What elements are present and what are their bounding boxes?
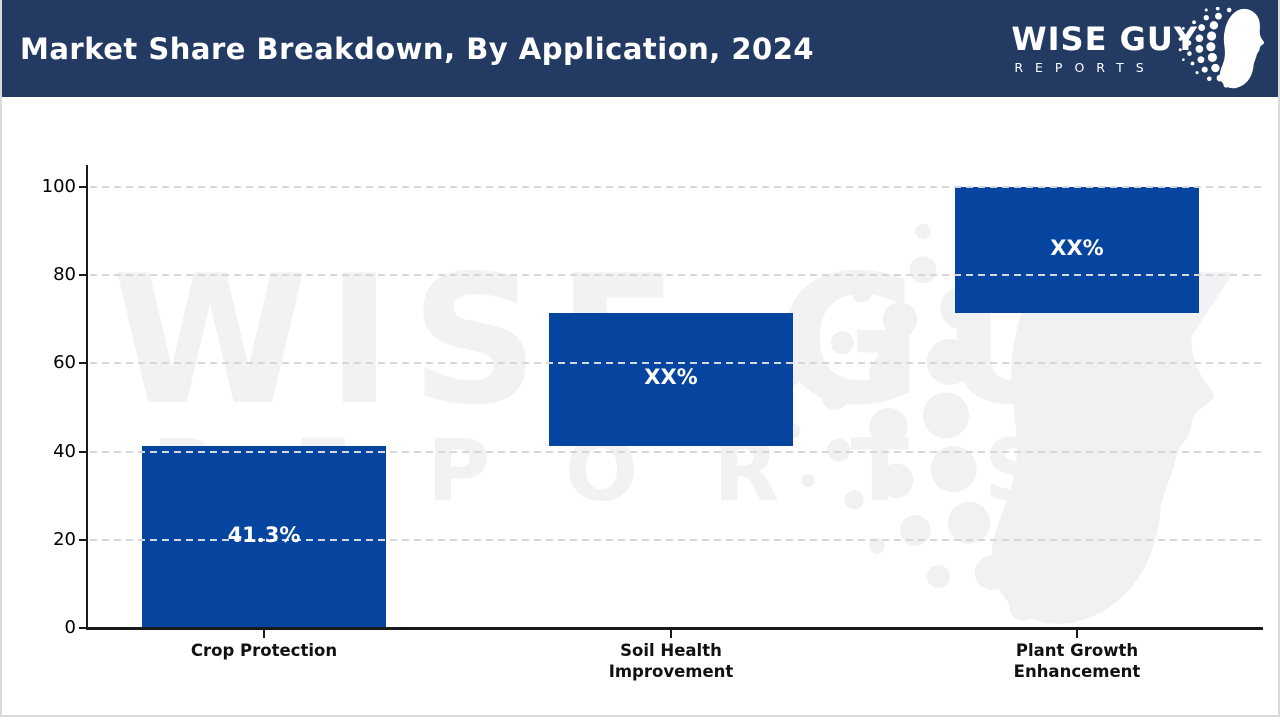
- y-tick: [79, 186, 87, 188]
- y-tick-label: 40: [53, 440, 76, 462]
- bar: [142, 445, 386, 628]
- x-tick: [263, 630, 265, 638]
- x-axis-label: Soil Health Improvement: [608, 641, 734, 681]
- logo-text: WISE GUY REPORTS: [1011, 23, 1198, 75]
- logo-wordmark: WISE GUY: [1011, 20, 1198, 58]
- page-title: Market Share Breakdown, By Application, …: [20, 31, 815, 66]
- y-tick-label: 60: [53, 352, 76, 374]
- y-tick-label: 0: [64, 617, 76, 638]
- bar: [955, 187, 1199, 313]
- gridline: [90, 186, 1263, 188]
- wiseguy-logo: WISE GUY REPORTS: [1011, 6, 1266, 92]
- y-tick-label: 20: [53, 528, 76, 550]
- x-tick: [1076, 630, 1078, 638]
- gridline: [90, 274, 1263, 277]
- logo-face-icon: [1174, 7, 1266, 91]
- gridline: [90, 450, 1263, 453]
- logo-subtitle: REPORTS: [1014, 60, 1156, 75]
- y-tick-label: 80: [53, 264, 76, 286]
- header: Market Share Breakdown, By Application, …: [0, 0, 1280, 97]
- x-axis-label: Crop Protection: [190, 641, 338, 660]
- gridline: [90, 362, 1263, 365]
- y-tick: [79, 538, 87, 541]
- bar-value-label: XX%: [1050, 235, 1104, 260]
- y-axis-spine: [86, 165, 88, 630]
- x-axis-label: Plant Growth Enhancement: [1013, 641, 1141, 681]
- bar: [549, 312, 793, 446]
- x-axis-line: [86, 627, 1263, 630]
- bar-value-label: XX%: [644, 365, 698, 390]
- y-tick-label: 100: [41, 176, 76, 197]
- x-tick: [670, 630, 672, 638]
- y-tick: [79, 627, 87, 629]
- gridline: [90, 538, 1263, 541]
- y-tick: [79, 274, 87, 277]
- y-tick: [79, 362, 87, 365]
- bar-value-label: 41.3%: [227, 522, 301, 547]
- y-tick: [79, 450, 87, 453]
